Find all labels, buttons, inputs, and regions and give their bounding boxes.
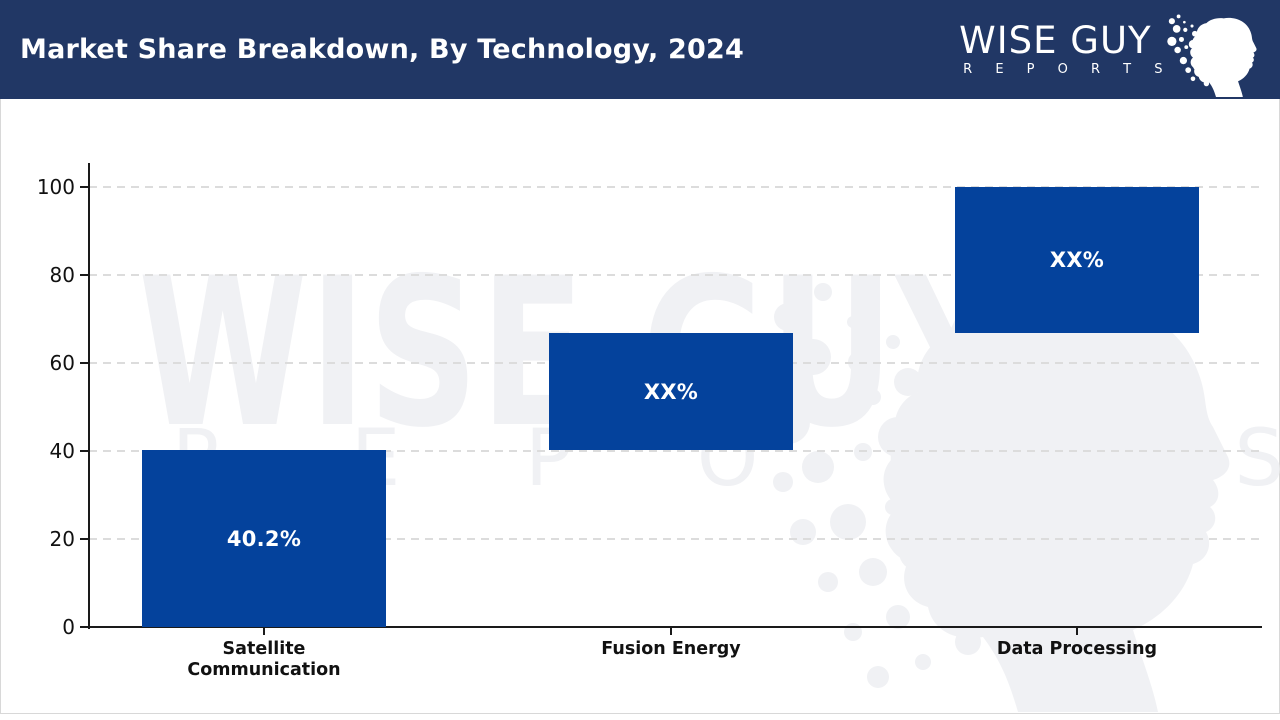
x-tick-mark (263, 628, 265, 635)
x-category-label: Satellite Communication (187, 639, 341, 681)
bar-2: XX% (549, 333, 793, 451)
y-tick-label: 20 (49, 527, 75, 551)
y-tick-mark (80, 186, 89, 188)
brand-subtitle: R E P O R T S (963, 62, 1172, 77)
y-tick-mark (80, 362, 89, 364)
gridline-80 (89, 274, 1262, 276)
bar-value-label: XX% (1049, 248, 1105, 273)
chart-title: Market Share Breakdown, By Technology, 2… (20, 34, 745, 65)
bar-1: 40.2% (142, 450, 386, 627)
y-axis-line (88, 163, 90, 629)
x-axis-line (84, 626, 1262, 628)
x-tick-mark (1076, 628, 1078, 635)
gridline-100 (89, 186, 1262, 188)
gridline-20 (89, 538, 1262, 540)
y-tick-mark (80, 450, 89, 452)
x-tick-mark (670, 628, 672, 635)
brand-logo-text: WISE GUY R E P O R T S (959, 22, 1172, 77)
y-tick-label: 80 (49, 263, 75, 287)
brand-head-icon (1167, 14, 1257, 97)
y-tick-mark (80, 274, 89, 276)
bar-value-label: XX% (643, 379, 699, 404)
gridline-40 (89, 450, 1262, 452)
brand-logo: WISE GUY R E P O R T S (959, 3, 1266, 97)
y-tick-label: 60 (49, 351, 75, 375)
x-category-label: Data Processing (996, 639, 1158, 659)
y-tick-mark (80, 538, 89, 540)
bar-3: XX% (955, 187, 1199, 334)
y-tick-label: 40 (49, 439, 75, 463)
y-tick-label: 0 (62, 615, 75, 639)
header-bar: Market Share Breakdown, By Technology, 2… (0, 0, 1280, 99)
bar-value-label: 40.2% (226, 526, 302, 551)
x-category-label: Fusion Energy (601, 639, 741, 659)
brand-wordmark: WISE GUY (959, 19, 1152, 62)
y-tick-label: 100 (36, 175, 75, 199)
